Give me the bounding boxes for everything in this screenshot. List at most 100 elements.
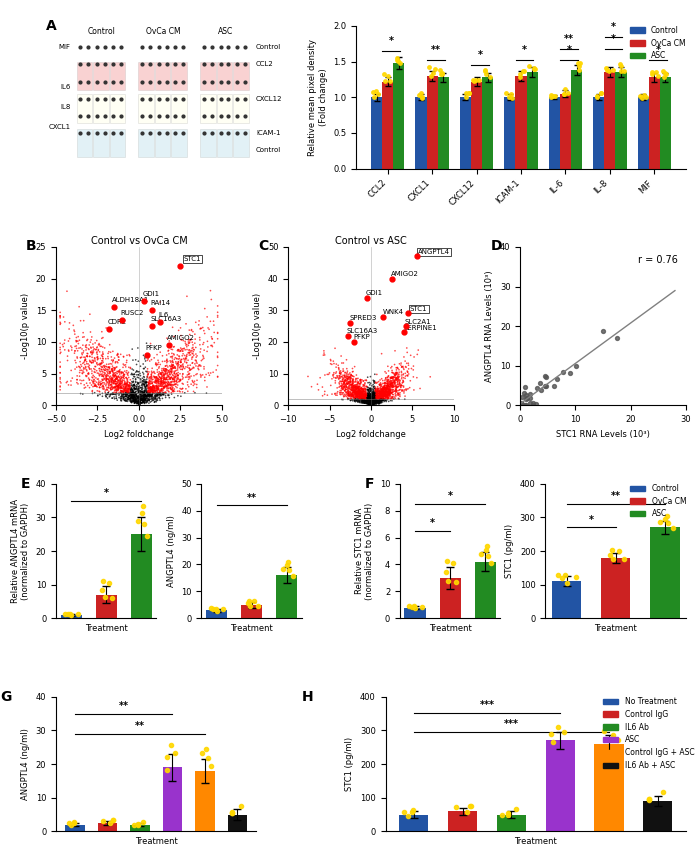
Point — [361, 395, 372, 409]
Point — [163, 375, 174, 389]
Point — [146, 368, 157, 382]
Point — [374, 385, 385, 398]
Point — [120, 371, 132, 385]
Point — [166, 378, 177, 392]
Point — [160, 385, 172, 399]
Point — [152, 379, 163, 393]
Point — [351, 388, 363, 402]
Point — [344, 370, 356, 384]
Point — [167, 383, 178, 397]
Point — [107, 381, 118, 395]
Point — [128, 375, 139, 389]
Point — [347, 388, 358, 402]
Point — [392, 371, 403, 385]
Point — [385, 378, 396, 391]
Point — [326, 358, 337, 372]
Point — [363, 396, 374, 410]
Point — [194, 358, 205, 372]
Point — [162, 377, 174, 391]
Y-axis label: STC1 (pg/ml): STC1 (pg/ml) — [345, 737, 354, 792]
Point — [353, 385, 364, 398]
Point — [190, 368, 202, 382]
Point — [120, 380, 131, 394]
Point — [371, 391, 382, 404]
Point — [393, 363, 405, 377]
Point — [169, 351, 181, 365]
Point — [360, 392, 371, 406]
Point — [131, 396, 142, 410]
Point — [118, 391, 129, 404]
Point — [109, 365, 120, 379]
Point — [119, 368, 130, 382]
Point — [385, 381, 396, 395]
Point — [377, 386, 388, 400]
Point — [96, 354, 107, 368]
Point — [113, 350, 124, 364]
Point — [390, 388, 401, 402]
Point — [118, 389, 129, 403]
Point — [74, 369, 85, 383]
Point — [377, 391, 388, 404]
Point — [136, 381, 147, 395]
Point — [146, 352, 157, 366]
Point — [110, 377, 121, 391]
Point — [126, 386, 137, 400]
Point — [384, 373, 395, 387]
Point — [390, 365, 401, 379]
Point — [139, 396, 150, 410]
Point — [144, 376, 155, 390]
Point — [372, 388, 383, 402]
Point — [131, 378, 142, 391]
Point — [132, 391, 144, 405]
Point — [386, 377, 398, 391]
Point — [377, 391, 388, 404]
Point — [156, 370, 167, 384]
Point — [139, 384, 150, 397]
Point — [365, 370, 376, 384]
Point — [364, 394, 375, 408]
Point — [100, 383, 111, 397]
Point — [132, 390, 143, 404]
Point — [85, 362, 97, 376]
Point — [139, 372, 150, 386]
Point — [154, 389, 165, 403]
Point — [372, 389, 383, 403]
Point — [190, 333, 201, 346]
Point — [536, 383, 547, 397]
Point — [120, 377, 132, 391]
Point — [351, 394, 362, 408]
Point — [360, 386, 371, 400]
Point — [395, 386, 406, 400]
Point — [126, 388, 137, 402]
Point — [115, 378, 126, 391]
Point — [354, 385, 365, 399]
Point — [392, 374, 403, 388]
Point — [369, 393, 380, 407]
Point — [392, 386, 403, 400]
Point — [374, 389, 386, 403]
Point — [151, 381, 162, 395]
Point — [137, 386, 148, 400]
Point — [370, 392, 381, 406]
Point — [122, 368, 134, 382]
Point — [104, 376, 115, 390]
Point — [375, 387, 386, 401]
Point — [115, 380, 126, 394]
Point — [337, 382, 349, 396]
Point — [352, 381, 363, 395]
Point — [106, 374, 118, 388]
Point — [127, 368, 139, 382]
Point — [360, 383, 371, 397]
Point — [339, 375, 350, 389]
Point — [378, 385, 389, 398]
Point — [200, 367, 211, 381]
Point — [365, 391, 377, 405]
Point — [160, 371, 172, 385]
Point — [366, 385, 377, 399]
Point — [167, 378, 178, 391]
Point — [364, 376, 375, 390]
Point — [136, 390, 147, 404]
Point — [358, 390, 370, 404]
Point — [135, 390, 146, 404]
Point — [342, 385, 354, 398]
